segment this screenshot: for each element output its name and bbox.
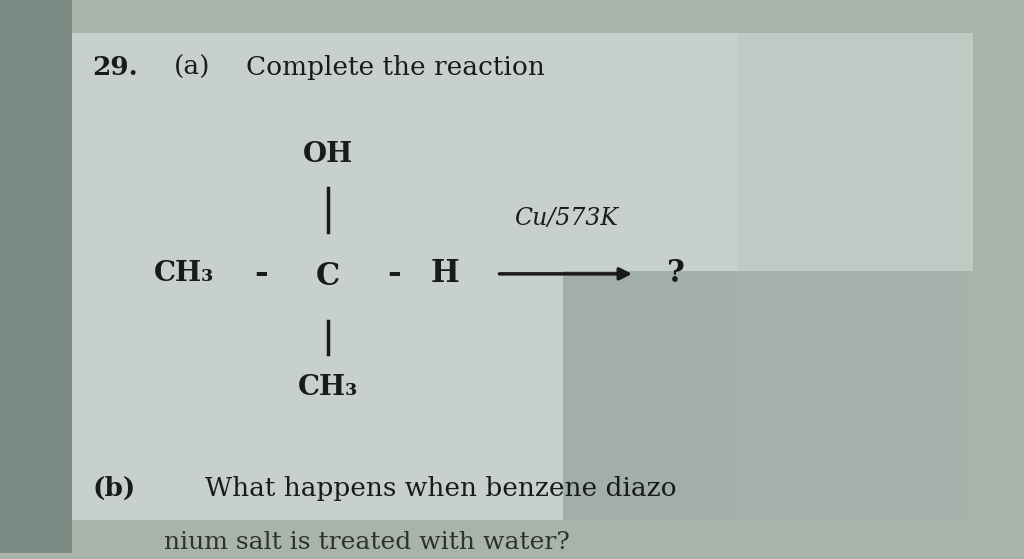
Text: CH₃: CH₃ [155,260,214,287]
Text: CH₃: CH₃ [298,374,357,401]
Text: C: C [315,261,340,292]
Bar [72,33,973,520]
Text: 29.: 29. [92,55,138,80]
Bar [563,271,973,520]
Text: (a): (a) [174,55,211,80]
Text: -: - [387,257,401,290]
Text: nium salt is treated with water?: nium salt is treated with water? [92,531,570,554]
Text: H: H [431,258,460,290]
Text: (b): (b) [92,476,135,501]
Text: ?: ? [667,258,685,290]
Bar [0,0,72,553]
Bar [737,33,973,520]
Text: Complete the reaction: Complete the reaction [246,55,545,80]
Text: Cu/573K: Cu/573K [514,207,617,230]
Text: -: - [254,257,268,290]
Text: OH: OH [302,141,353,168]
Text: What happens when benzene diazo: What happens when benzene diazo [205,476,677,501]
